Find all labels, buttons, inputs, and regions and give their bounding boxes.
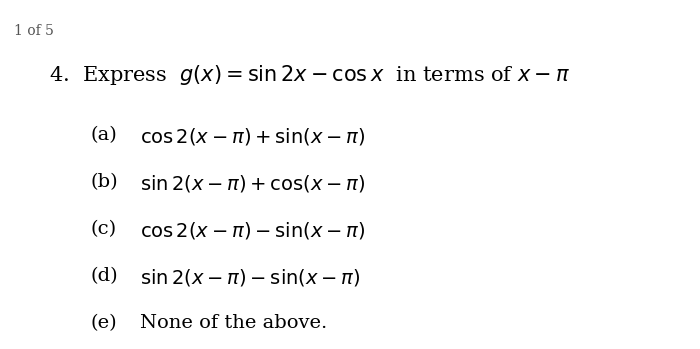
Text: 4.  Express  $g(x) = \sin 2x - \cos x$  in terms of $x - \pi$: 4. Express $g(x) = \sin 2x - \cos x$ in … [49, 63, 570, 87]
Text: $\cos 2(x - \pi) - \sin(x - \pi)$: $\cos 2(x - \pi) - \sin(x - \pi)$ [140, 220, 365, 241]
Text: (c): (c) [91, 220, 117, 238]
Text: (e): (e) [91, 314, 118, 332]
Text: None of the above.: None of the above. [140, 314, 328, 332]
Text: $\sin 2(x - \pi) - \sin(x - \pi)$: $\sin 2(x - \pi) - \sin(x - \pi)$ [140, 267, 360, 288]
Text: $\sin 2(x - \pi) + \cos(x - \pi)$: $\sin 2(x - \pi) + \cos(x - \pi)$ [140, 173, 365, 194]
Text: 1 of 5: 1 of 5 [14, 24, 54, 38]
Text: $\cos 2(x - \pi) + \sin(x - \pi)$: $\cos 2(x - \pi) + \sin(x - \pi)$ [140, 126, 365, 147]
Text: (b): (b) [91, 173, 118, 191]
Text: (d): (d) [91, 267, 118, 285]
Text: (a): (a) [91, 126, 118, 144]
